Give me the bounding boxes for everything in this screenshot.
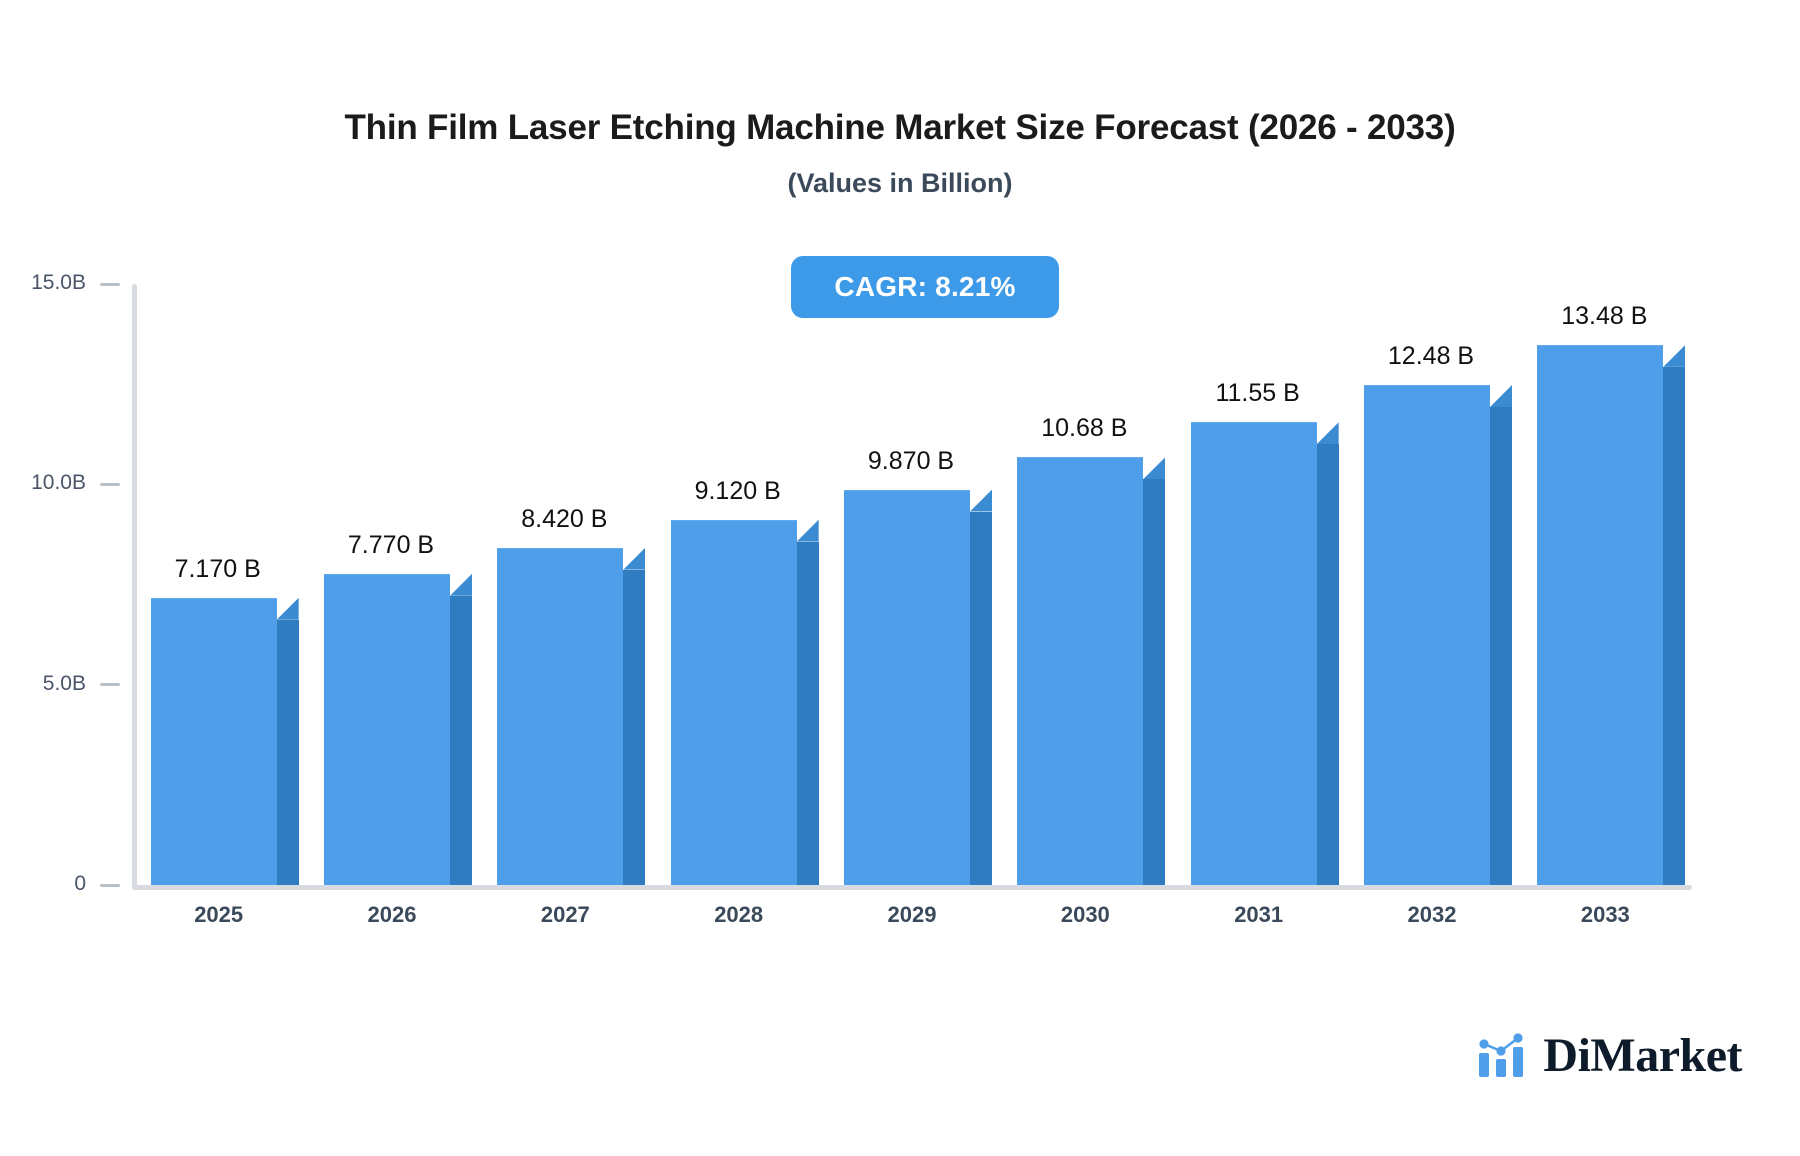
bar-value-label: 7.770 B bbox=[347, 530, 435, 559]
bar-front-face bbox=[1364, 384, 1490, 885]
bar-value-label: 13.48 B bbox=[1561, 301, 1648, 330]
bar-column[interactable]: 9.120 B bbox=[670, 284, 819, 885]
bar[interactable] bbox=[844, 489, 992, 885]
bar-front-face bbox=[150, 597, 277, 885]
x-axis-label: 2026 bbox=[367, 902, 417, 927]
bar-side-face bbox=[450, 595, 472, 885]
x-axis-label: 2025 bbox=[194, 902, 244, 927]
bar-top-face bbox=[1143, 457, 1166, 480]
bar[interactable] bbox=[1017, 457, 1166, 885]
y-axis-tick-mark bbox=[100, 482, 120, 486]
bar-side-face bbox=[1663, 366, 1686, 885]
bar-side-face bbox=[970, 511, 992, 885]
bar-column[interactable]: 12.48 B bbox=[1364, 284, 1512, 885]
x-axis-label: 2031 bbox=[1234, 902, 1284, 927]
y-axis-tick-label: 5.0B bbox=[42, 671, 86, 695]
y-axis-tick-label: 15.0B bbox=[31, 271, 86, 294]
x-axis-line bbox=[132, 885, 1692, 890]
bar-top-face bbox=[623, 547, 646, 570]
x-axis-label: 2028 bbox=[714, 902, 764, 927]
bar-top-face bbox=[796, 519, 819, 542]
bar[interactable] bbox=[1537, 344, 1686, 885]
bar-series: 7.170 B 7.770 B 8.420 B 9.120 B 9.870 B 10.68… bbox=[132, 284, 1692, 885]
bar[interactable] bbox=[150, 597, 299, 885]
bar-front-face bbox=[1190, 422, 1317, 885]
bar[interactable] bbox=[497, 547, 646, 885]
bar-value-label: 8.420 B bbox=[521, 504, 608, 533]
bar-side-face bbox=[276, 619, 299, 885]
bar[interactable] bbox=[1190, 422, 1339, 885]
bar-front-face bbox=[497, 547, 624, 885]
bar-chart-dots-icon bbox=[1477, 1033, 1529, 1079]
y-axis-tick-mark bbox=[100, 683, 120, 687]
bar-column[interactable]: 10.68 B bbox=[1017, 284, 1166, 885]
x-axis-label: 2030 bbox=[1060, 902, 1110, 927]
bar-value-label: 11.55 B bbox=[1215, 379, 1300, 408]
bar-column[interactable]: 8.420 B bbox=[497, 284, 646, 885]
bar-side-face bbox=[1143, 479, 1166, 885]
y-axis-tick-mark bbox=[100, 883, 120, 887]
bar[interactable] bbox=[670, 519, 819, 885]
bar[interactable] bbox=[1364, 384, 1512, 885]
bar-front-face bbox=[1017, 457, 1144, 885]
x-axis-label: 2027 bbox=[540, 902, 590, 927]
bar-column[interactable]: 7.770 B bbox=[324, 284, 472, 885]
bar-top-face bbox=[970, 489, 992, 512]
bar-top-face bbox=[1490, 384, 1512, 407]
bar-side-face bbox=[796, 541, 819, 885]
y-axis-tick-mark bbox=[100, 282, 120, 286]
bar-column[interactable]: 7.170 B bbox=[150, 284, 299, 885]
bar-column[interactable]: 11.55 B bbox=[1190, 284, 1339, 885]
bar-side-face bbox=[1490, 406, 1512, 885]
bar-front-face bbox=[844, 489, 970, 885]
bar-front-face bbox=[324, 573, 450, 885]
cagr-badge: CAGR: 8.21% bbox=[791, 256, 1059, 318]
bar-side-face bbox=[623, 569, 646, 885]
bar-value-label: 12.48 B bbox=[1387, 341, 1475, 370]
x-axis-label: 2029 bbox=[887, 902, 937, 927]
x-axis-label: 2032 bbox=[1407, 902, 1457, 927]
page-title: Thin Film Laser Etching Machine Market S… bbox=[344, 108, 1456, 147]
bar-value-label: 9.870 B bbox=[867, 446, 955, 475]
bar-value-label: 9.120 B bbox=[694, 476, 781, 505]
bar[interactable] bbox=[324, 573, 472, 885]
bar-column[interactable]: 13.48 B bbox=[1537, 284, 1686, 885]
bar-value-label: 7.170 B bbox=[174, 554, 261, 583]
dimarket-logo: DiMarket bbox=[1477, 1032, 1742, 1080]
x-axis-label: 2033 bbox=[1580, 902, 1630, 927]
logo-wordmark: DiMarket bbox=[1543, 1029, 1742, 1082]
bar-front-face bbox=[1537, 344, 1664, 885]
bar-column[interactable]: 9.870 B bbox=[844, 284, 992, 885]
bar-top-face bbox=[1316, 422, 1339, 445]
bar-front-face bbox=[670, 519, 797, 885]
y-axis-line bbox=[132, 284, 137, 890]
plot-area: 15.0B 10.0B 5.0B 0 7.170 B 7.770 B 8.420 B 9.1… bbox=[31, 271, 1692, 927]
bar-side-face bbox=[1316, 444, 1339, 885]
y-axis-tick-label: 0 bbox=[74, 872, 86, 895]
bar-top-face bbox=[450, 573, 472, 596]
bar-top-face bbox=[276, 597, 299, 620]
page-subtitle: (Values in Billion) bbox=[787, 168, 1013, 198]
bar-top-face bbox=[1663, 344, 1686, 367]
bar-value-label: 10.68 B bbox=[1041, 414, 1128, 443]
y-axis-tick-label: 10.0B bbox=[31, 471, 86, 495]
